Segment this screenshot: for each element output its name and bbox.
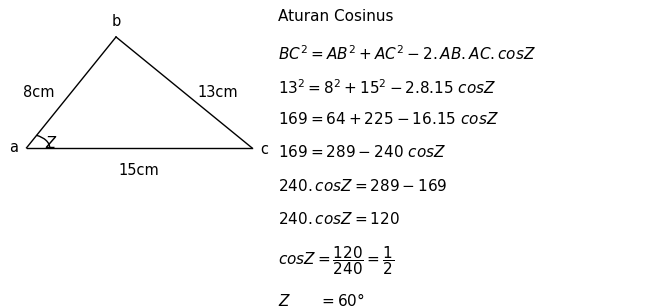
Text: $240.cosZ = 289 - 169$: $240.cosZ = 289 - 169$ xyxy=(278,178,448,194)
Text: 13cm: 13cm xyxy=(198,85,238,100)
Text: $Z \qquad = 60°$: $Z \qquad = 60°$ xyxy=(278,293,365,308)
Text: $13^2 = 8^2 + 15^2 - 2.8.15\ cosZ$: $13^2 = 8^2 + 15^2 - 2.8.15\ cosZ$ xyxy=(278,78,497,97)
Text: 15cm: 15cm xyxy=(119,163,160,178)
Text: $169 = 289 - 240\ cosZ$: $169 = 289 - 240\ cosZ$ xyxy=(278,144,447,160)
Text: Aturan Cosinus: Aturan Cosinus xyxy=(278,9,394,24)
Text: $240.cosZ = 120$: $240.cosZ = 120$ xyxy=(278,211,400,227)
Text: a: a xyxy=(9,140,19,155)
Text: $cosZ = \dfrac{120}{240} = \dfrac{1}{2}$: $cosZ = \dfrac{120}{240} = \dfrac{1}{2}$ xyxy=(278,244,394,277)
Text: $169 = 64 + 225 - 16.15\ cosZ$: $169 = 64 + 225 - 16.15\ cosZ$ xyxy=(278,111,499,127)
Text: b: b xyxy=(111,14,121,29)
Text: 8cm: 8cm xyxy=(23,85,54,100)
Text: c: c xyxy=(260,142,268,157)
Text: Z: Z xyxy=(45,136,55,151)
Text: $BC^2 = AB^2 + AC^2 - 2.AB.AC.cosZ$: $BC^2 = AB^2 + AC^2 - 2.AB.AC.cosZ$ xyxy=(278,45,536,63)
